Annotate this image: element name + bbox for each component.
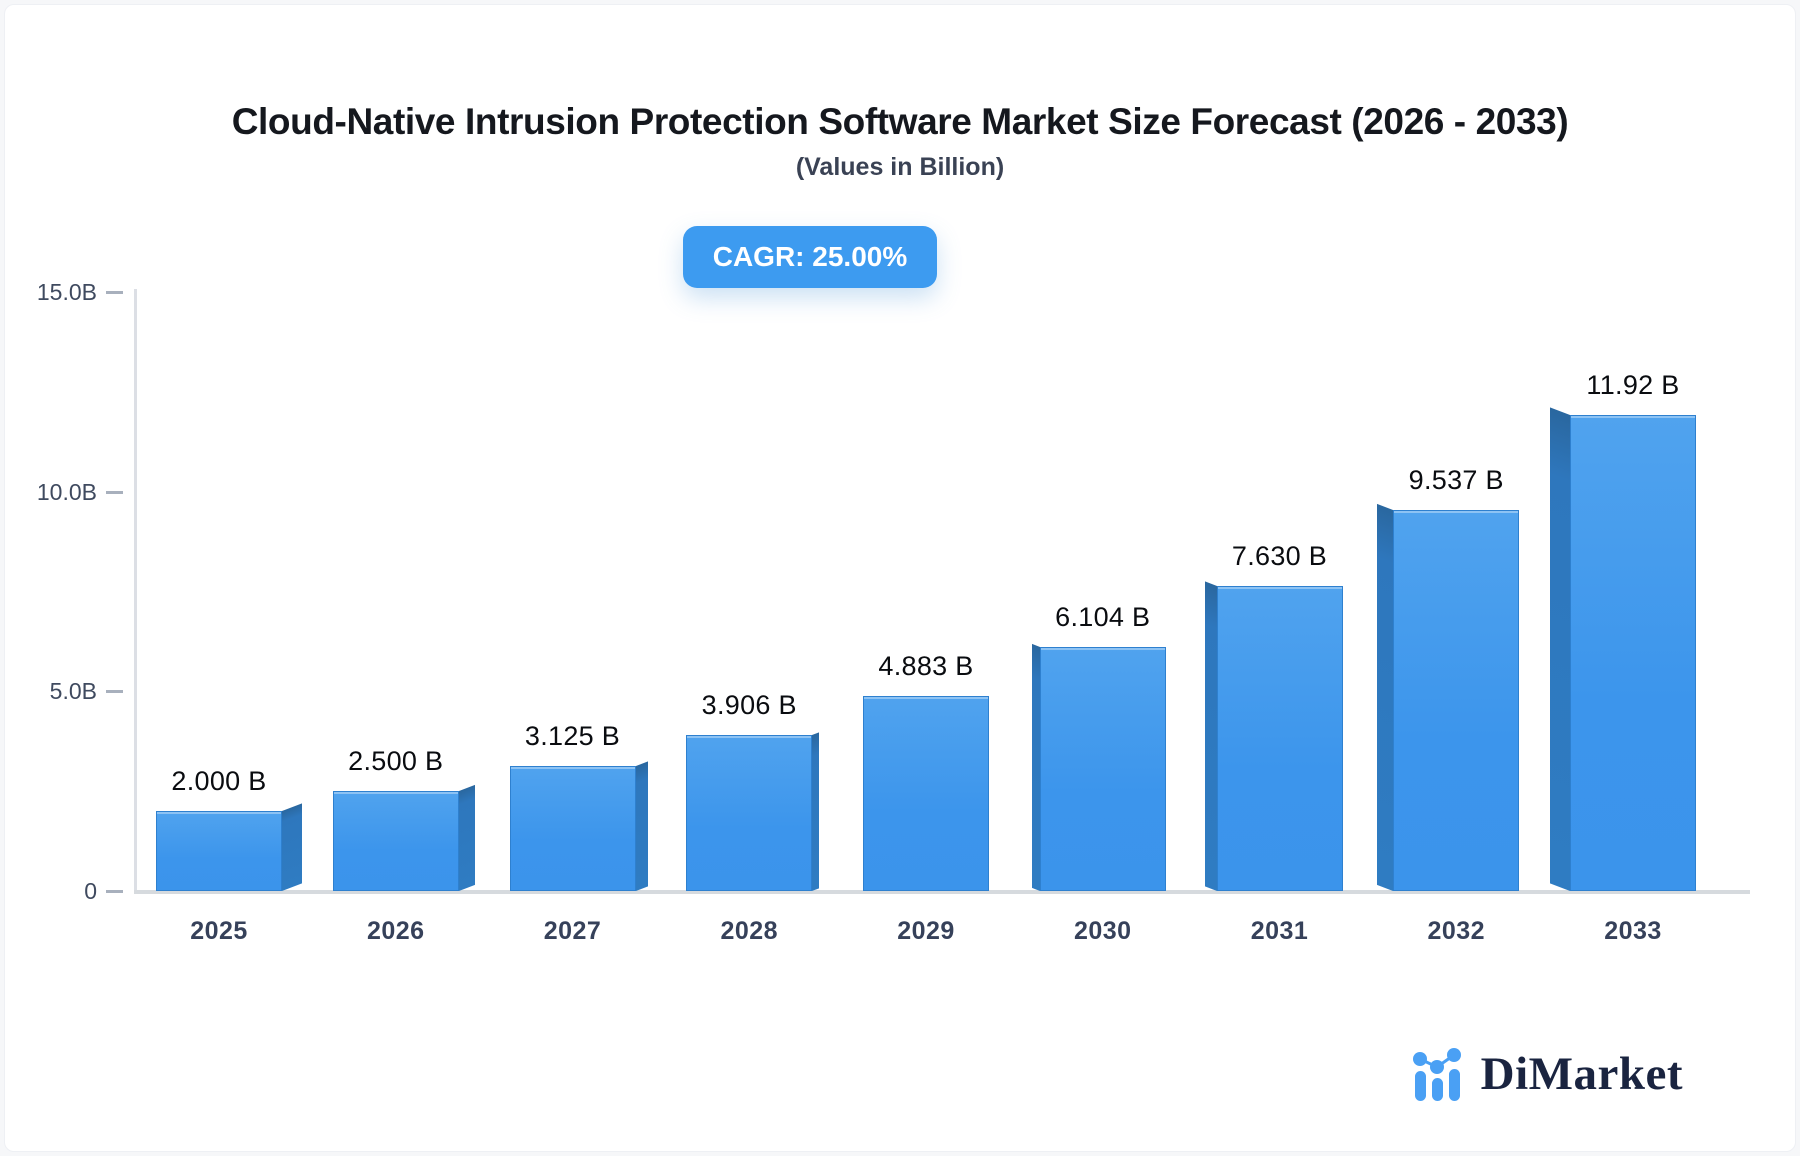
y-tick-mark <box>106 690 123 694</box>
y-tick-label: 10.0B <box>36 478 97 505</box>
bar-2029 <box>863 696 989 891</box>
brand-logo: DiMarket <box>1407 1043 1683 1105</box>
y-tick-label: 0 <box>84 878 97 904</box>
bar-3d-side <box>1550 407 1570 891</box>
bar-value-label: 2.500 B <box>348 746 444 777</box>
y-tick-label: 5.0B <box>49 678 97 705</box>
bar-2030 <box>1039 647 1166 891</box>
y-tick-label: 15.0B <box>36 279 97 305</box>
chart-title: Cloud-Native Intrusion Protection Softwa… <box>231 101 1569 142</box>
bar-3d-side <box>812 732 820 891</box>
bar-2033 <box>1570 414 1696 891</box>
chart-card: Cloud-Native Intrusion Protection Softwa… <box>4 4 1796 1152</box>
x-axis-label-2031: 2031 <box>1250 917 1309 945</box>
bar-2028 <box>686 735 813 891</box>
bar-value-label: 4.883 B <box>878 651 974 681</box>
x-axis-label-2029: 2029 <box>897 917 955 945</box>
x-axis-label-2033: 2033 <box>1604 917 1662 945</box>
bar-value-label: 7.630 B <box>1231 541 1328 572</box>
y-tick-mark <box>106 490 123 494</box>
bar-2031 <box>1216 586 1343 891</box>
cagr-badge-label: CAGR: 25.00% <box>712 241 908 272</box>
x-axis-line <box>134 890 1750 894</box>
chart-subtitle: (Values in Billion) <box>795 153 1005 181</box>
y-tick-mark <box>106 291 123 294</box>
bar-2032 <box>1393 510 1520 891</box>
bar-value-label: 3.125 B <box>524 721 621 752</box>
x-axis-label-2032: 2032 <box>1427 917 1486 945</box>
bar-3d-side <box>1031 644 1040 891</box>
cagr-badge: CAGR: 25.00% <box>683 226 937 288</box>
dimarket-logo-icon <box>1412 1048 1461 1101</box>
bar-value-label: 9.537 B <box>1408 465 1504 496</box>
y-tick-mark <box>106 890 123 893</box>
bar-value-label: 6.104 B <box>1055 602 1151 633</box>
x-axis-label-2025: 2025 <box>190 917 248 945</box>
x-axis-label-2027: 2027 <box>543 917 602 945</box>
bar-3d-side <box>282 803 302 891</box>
bar-2025 <box>156 811 282 891</box>
x-axis-label-2026: 2026 <box>366 917 425 945</box>
brand-name: DiMarket <box>1480 1048 1683 1100</box>
y-axis-line <box>134 289 137 893</box>
bar-chart-plot: 15.0B 10.0B 5.0B 0 2.000 B 2025 2.500 B 2026 3.1… <box>5 5 1795 1151</box>
bar-2027 <box>509 766 636 891</box>
bar-value-label: 2.000 B <box>171 766 267 797</box>
x-axis-label-2030: 2030 <box>1073 917 1132 945</box>
bar-3d-side <box>458 785 475 891</box>
bar-value-label: 3.906 B <box>701 690 797 721</box>
bar-3d-side <box>635 761 648 891</box>
bar-2026 <box>332 791 459 891</box>
bar-3d-side <box>1204 581 1217 891</box>
x-axis-label-2028: 2028 <box>720 917 779 945</box>
bar-value-label: 11.92 B <box>1586 369 1680 400</box>
bar-3d-side <box>1377 503 1394 891</box>
